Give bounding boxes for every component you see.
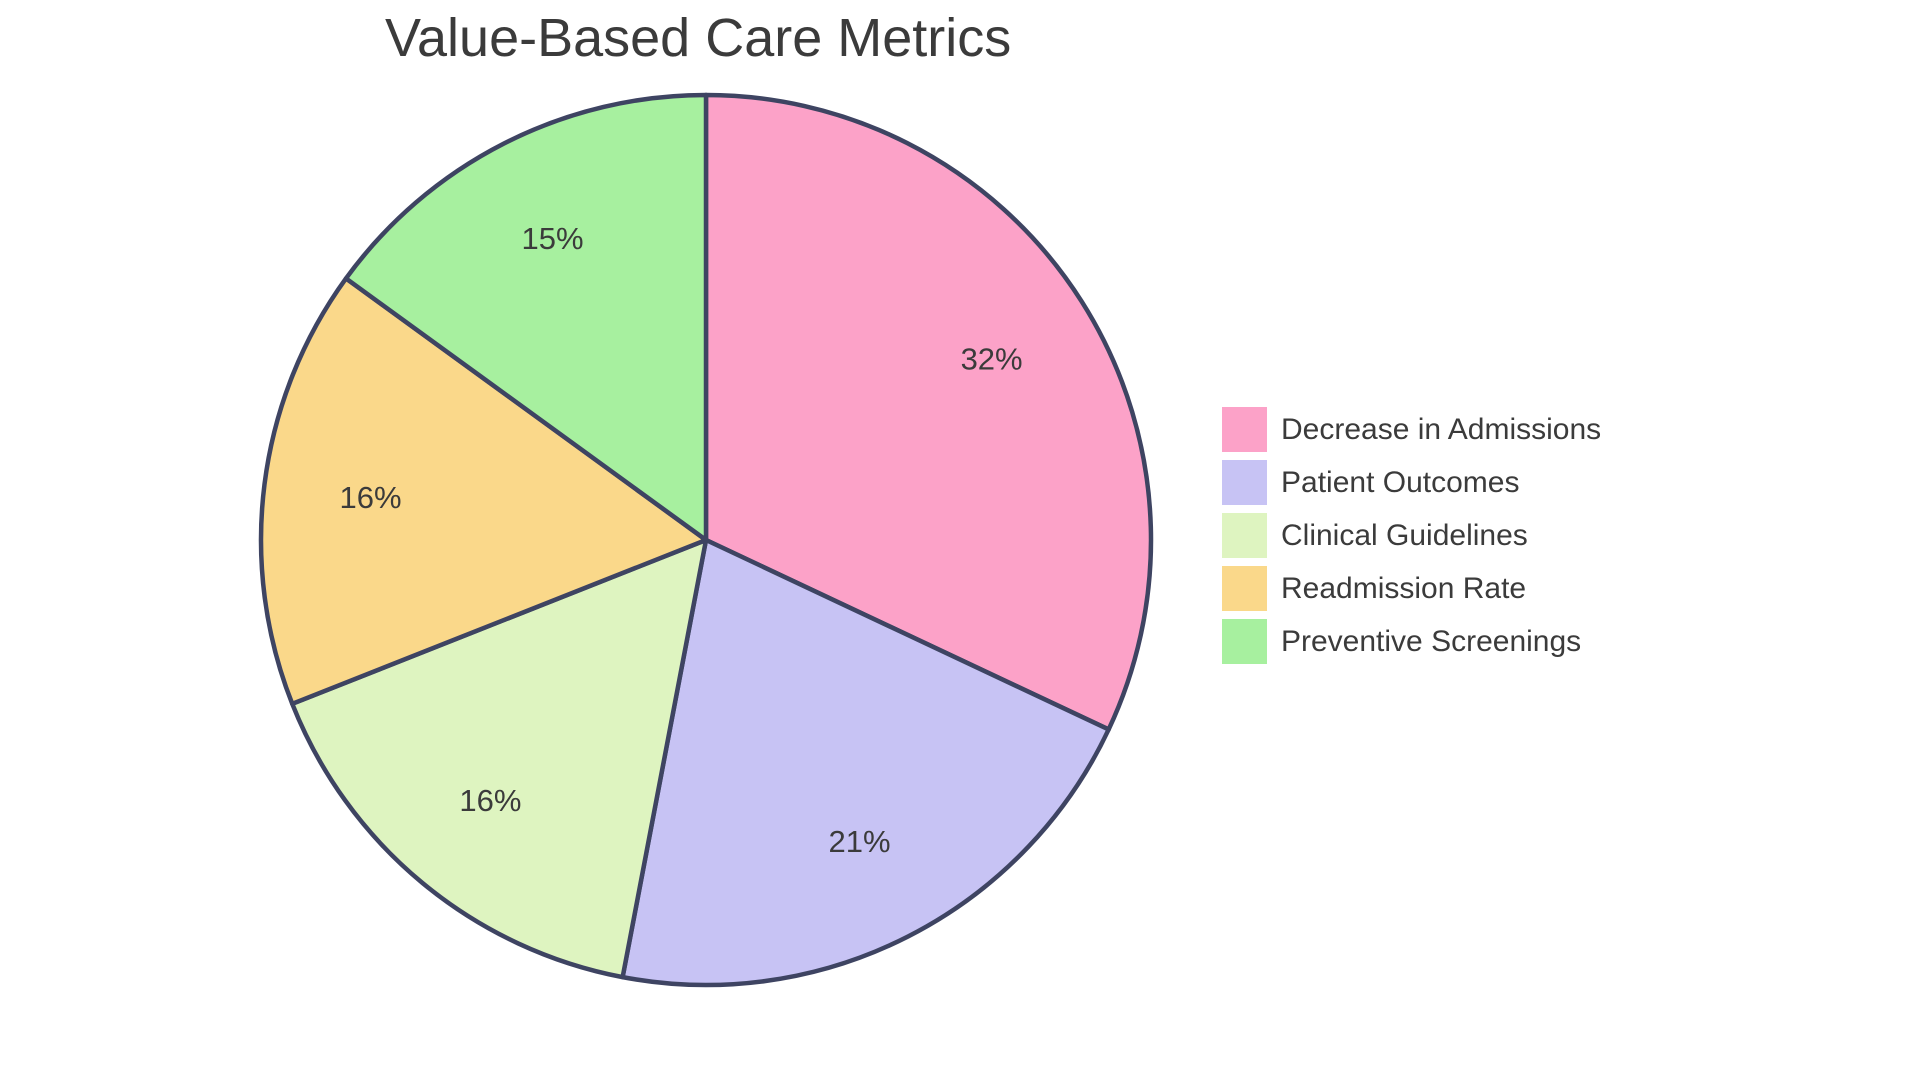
legend-item-preventive-screenings: Preventive Screenings bbox=[1222, 619, 1601, 664]
pie-slice-decrease-in-admissions bbox=[703, 92, 1154, 732]
legend-swatch-icon bbox=[1222, 566, 1267, 611]
pie-slice-percent-label: 32% bbox=[961, 341, 1023, 376]
pie-slice-percent-label: 16% bbox=[339, 480, 401, 515]
pie-slice-patient-outcomes bbox=[620, 537, 1111, 988]
pie-slice-percent-label: 15% bbox=[521, 221, 583, 256]
pie-slice-clinical-guidelines bbox=[290, 537, 709, 980]
pie-slice-preventive-screenings bbox=[343, 92, 709, 543]
legend-item-patient-outcomes: Patient Outcomes bbox=[1222, 460, 1601, 505]
legend: Decrease in Admissions Patient Outcomes Cl… bbox=[1222, 407, 1601, 672]
legend-swatch-icon bbox=[1222, 619, 1267, 664]
legend-label: Preventive Screenings bbox=[1281, 625, 1582, 658]
legend-swatch-icon bbox=[1222, 460, 1267, 505]
legend-label: Patient Outcomes bbox=[1281, 466, 1520, 499]
legend-item-readmission-rate: Readmission Rate bbox=[1222, 566, 1601, 611]
legend-label: Readmission Rate bbox=[1281, 572, 1527, 605]
pie-slice-percent-label: 16% bbox=[459, 783, 521, 818]
legend-item-clinical-guidelines: Clinical Guidelines bbox=[1222, 513, 1601, 558]
legend-item-decrease-in-admissions: Decrease in Admissions bbox=[1222, 407, 1601, 452]
pie-slice-readmission-rate bbox=[258, 276, 709, 707]
chart-title: Value-Based Care Metrics bbox=[385, 8, 1012, 68]
legend-label: Decrease in Admissions bbox=[1281, 413, 1602, 446]
legend-swatch-icon bbox=[1222, 513, 1267, 558]
legend-label: Clinical Guidelines bbox=[1281, 519, 1528, 552]
legend-swatch-icon bbox=[1222, 407, 1267, 452]
pie-slice-percent-label: 21% bbox=[828, 824, 890, 859]
